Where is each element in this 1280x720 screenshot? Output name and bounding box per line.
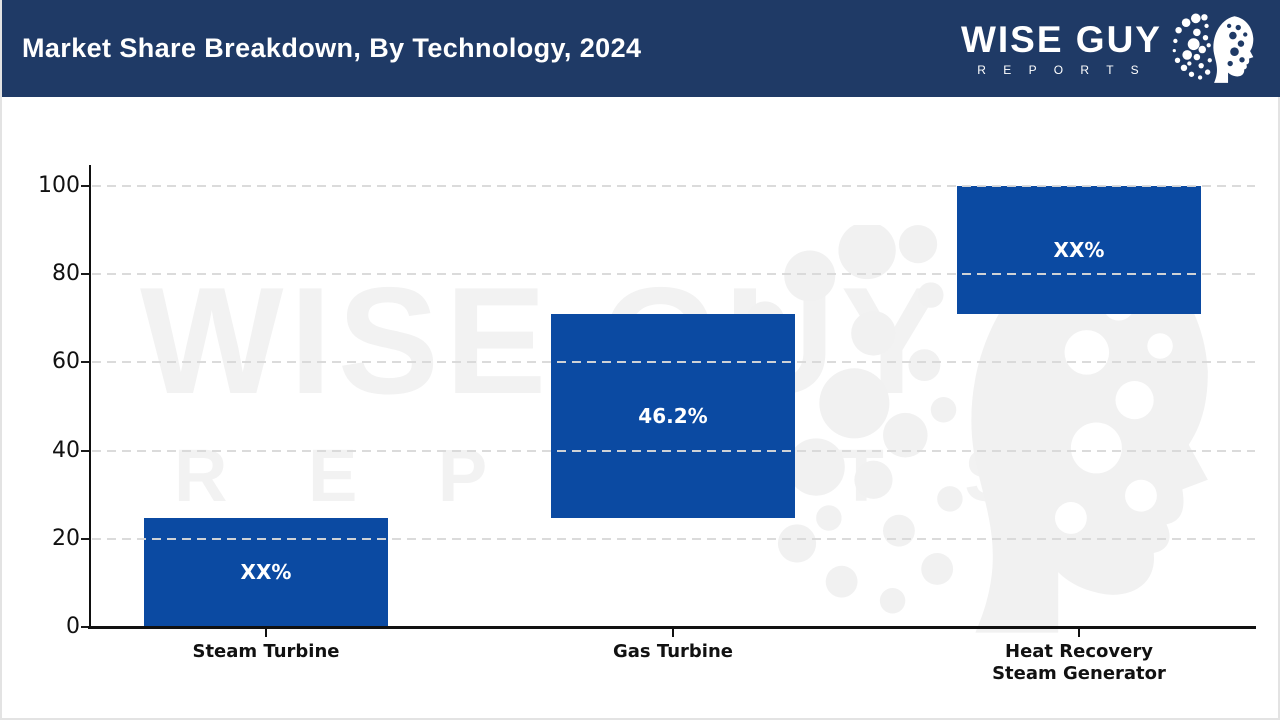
logo-face-icon bbox=[1172, 13, 1254, 83]
x-axis-line bbox=[88, 626, 1256, 629]
logo-text: WISE GUY R E P O R T S bbox=[961, 21, 1162, 77]
x-tick-mark-1 bbox=[672, 629, 674, 637]
y-axis-line bbox=[89, 165, 91, 629]
bar-steam-turbine bbox=[144, 517, 388, 627]
page-title: Market Share Breakdown, By Technology, 2… bbox=[22, 33, 642, 63]
bar-value-label-gas-turbine: 46.2% bbox=[638, 403, 708, 428]
gridline-100 bbox=[92, 185, 1255, 187]
bar-heat-recovery-steam-generator bbox=[957, 186, 1201, 314]
y-tick-label-20: 20 bbox=[52, 525, 80, 551]
y-tick-mark-40 bbox=[81, 449, 90, 452]
bar-chart: XX% 46.2% XX% 0 20 40 60 80 100 Steam Turbine Gas … bbox=[2, 97, 1278, 716]
gridline-20 bbox=[92, 537, 1255, 540]
y-tick-mark-80 bbox=[81, 273, 90, 276]
gridline-60 bbox=[92, 361, 1255, 364]
y-tick-mark-100 bbox=[81, 185, 90, 187]
y-tick-label-40: 40 bbox=[52, 437, 80, 463]
y-tick-label-60: 60 bbox=[52, 349, 80, 375]
bar-value-label-heat-recovery-steam-generator: XX% bbox=[1053, 237, 1105, 262]
wise-guy-reports-logo: WISE GUY R E P O R T S bbox=[961, 10, 1256, 88]
gridline-80 bbox=[92, 273, 1255, 276]
y-tick-mark-60 bbox=[81, 361, 90, 364]
logo-subtitle: R E P O R T S bbox=[977, 62, 1146, 77]
bar-value-label-steam-turbine: XX% bbox=[240, 560, 292, 585]
watermark-face-icon bbox=[730, 225, 1208, 633]
y-tick-label-80: 80 bbox=[52, 261, 80, 287]
chart-canvas: WISE GUY R E P O R T S XX%46.2%XX%020406… bbox=[2, 97, 1278, 716]
gridline-40 bbox=[92, 449, 1255, 452]
y-tick-mark-20 bbox=[81, 537, 90, 540]
x-category-label-heat-recovery-steam-generator: Heat Recovery Steam Generator bbox=[992, 641, 1166, 684]
header: Market Share Breakdown, By Technology, 2… bbox=[2, 0, 1280, 97]
y-tick-mark-0 bbox=[81, 626, 90, 628]
y-tick-label-0: 0 bbox=[66, 614, 80, 639]
x-category-label-gas-turbine: Gas Turbine bbox=[613, 641, 733, 662]
bar-gas-turbine bbox=[551, 313, 795, 518]
x-tick-mark-2 bbox=[1078, 629, 1080, 637]
x-category-label-steam-turbine: Steam Turbine bbox=[192, 641, 340, 662]
y-tick-label-100: 100 bbox=[38, 173, 80, 198]
x-tick-mark-0 bbox=[265, 629, 267, 637]
logo-wordmark: WISE GUY bbox=[960, 18, 1162, 60]
